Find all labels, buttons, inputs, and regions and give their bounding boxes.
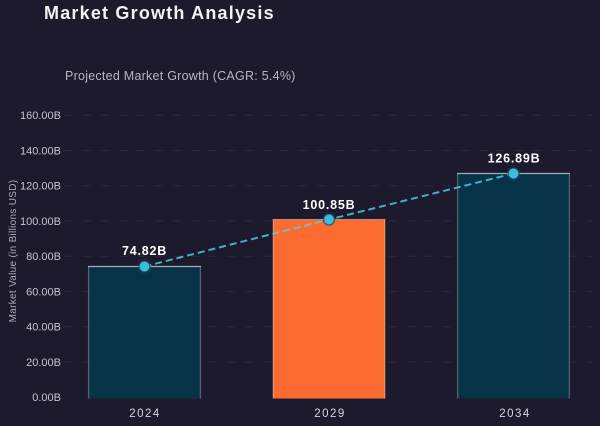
svg-text:2034: 2034 bbox=[499, 408, 531, 420]
svg-text:20.00B: 20.00B bbox=[26, 357, 61, 369]
svg-text:126.89B: 126.89B bbox=[488, 152, 541, 166]
svg-text:Market Growth Analysis: Market Growth Analysis bbox=[44, 3, 275, 23]
svg-text:Projected Market Growth (CAGR:: Projected Market Growth (CAGR: 5.4%) bbox=[65, 69, 296, 83]
svg-text:Market Value (in Billions USD): Market Value (in Billions USD) bbox=[8, 180, 19, 323]
svg-text:60.00B: 60.00B bbox=[26, 286, 61, 298]
svg-text:80.00B: 80.00B bbox=[26, 251, 61, 263]
svg-text:0.00B: 0.00B bbox=[32, 392, 61, 404]
svg-text:2024: 2024 bbox=[129, 408, 161, 420]
svg-text:100.00B: 100.00B bbox=[20, 216, 61, 228]
svg-text:160.00B: 160.00B bbox=[20, 110, 61, 122]
svg-text:140.00B: 140.00B bbox=[20, 145, 61, 157]
svg-text:40.00B: 40.00B bbox=[26, 322, 61, 334]
svg-text:100.85B: 100.85B bbox=[303, 198, 356, 212]
svg-text:2029: 2029 bbox=[314, 408, 346, 420]
svg-text:120.00B: 120.00B bbox=[20, 181, 61, 193]
svg-text:74.82B: 74.82B bbox=[122, 244, 167, 258]
